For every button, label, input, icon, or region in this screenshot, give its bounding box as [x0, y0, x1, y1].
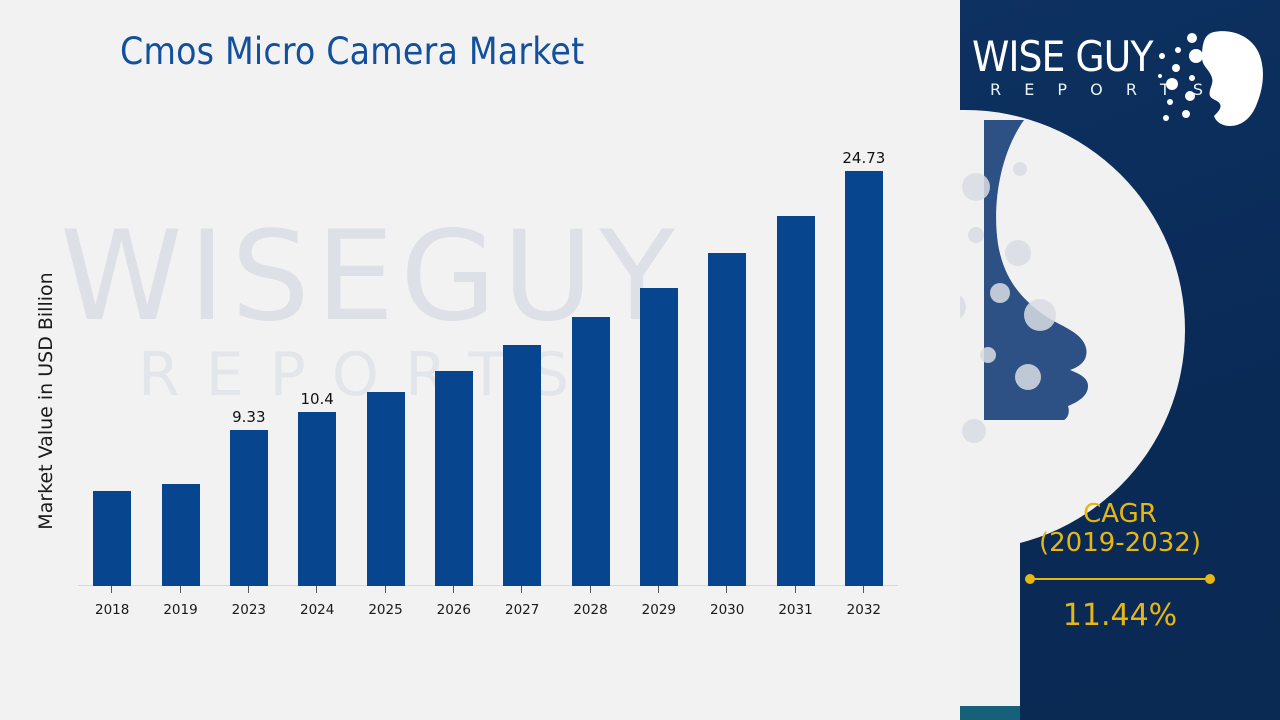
- x-axis-tick-label: 2024: [299, 602, 335, 618]
- bar-group: 2031: [776, 150, 815, 618]
- x-axis-tick-label: 2018: [94, 602, 130, 618]
- bar-group: 2019: [161, 150, 200, 618]
- x-axis-tick: [247, 586, 249, 593]
- bar[interactable]: [298, 411, 337, 586]
- page-title: Cmos Micro Camera Market: [120, 30, 585, 73]
- logo-head-icon: [1158, 31, 1263, 126]
- cagr-value: 11.44%: [1062, 598, 1178, 634]
- x-axis-tick-label: 2027: [504, 602, 540, 618]
- x-axis-tick-label: 2026: [436, 602, 472, 618]
- bar[interactable]: [844, 171, 883, 586]
- cagr-divider-line: [1030, 578, 1210, 581]
- bar-group: 2028: [571, 150, 610, 618]
- cagr-divider: [1025, 574, 1215, 585]
- bar-group: 2025: [366, 150, 405, 618]
- x-axis-tick-label: 2032: [846, 602, 882, 618]
- x-axis-tick: [726, 586, 728, 593]
- bar[interactable]: [93, 491, 132, 586]
- logo-subtitle: R E P O R T S: [990, 80, 1213, 99]
- x-axis-tick: [794, 586, 796, 593]
- bar[interactable]: [708, 253, 747, 586]
- bar-group: 2029: [639, 150, 678, 618]
- bar-group: 2026: [434, 150, 473, 618]
- bar-chart-plot: 2018 2019 9.33 2023 10.4 2024 2025 2026 2027 2028…: [78, 149, 898, 618]
- cagr-block: CAGR (2019-2032) 11.44%: [960, 499, 1280, 634]
- x-axis-tick: [589, 586, 591, 593]
- dot-pattern-decoration: [960, 162, 1056, 443]
- bar[interactable]: [571, 316, 610, 586]
- x-axis-tick: [452, 586, 454, 593]
- bar-group: 2030: [708, 150, 747, 618]
- bar[interactable]: [434, 371, 473, 586]
- y-axis-label: Market Value in USD Billion: [35, 272, 57, 530]
- bar-value-label: 9.33: [232, 407, 266, 426]
- bar[interactable]: [229, 429, 268, 586]
- x-axis-tick-label: 2023: [231, 602, 267, 618]
- decorative-white-tail: [960, 520, 1020, 720]
- bar[interactable]: [776, 215, 815, 586]
- x-axis-tick-label: 2030: [709, 602, 745, 618]
- x-axis-tick: [179, 586, 181, 593]
- bar-group: 2018: [93, 150, 132, 618]
- bar-group: 9.33 2023: [229, 150, 268, 618]
- bar[interactable]: [161, 483, 200, 586]
- brand-panel: WISE GUY R E P O R T S CAGR (2019-2032): [960, 0, 1280, 720]
- bar-value-label: 24.73: [842, 149, 886, 168]
- cagr-period: (2019-2032): [1038, 528, 1201, 559]
- x-axis-tick-label: 2019: [163, 602, 198, 618]
- x-axis-baseline: [78, 585, 898, 586]
- wiseguy-reports-logo: WISE GUY R E P O R T S: [970, 28, 1270, 126]
- x-axis-tick: [384, 586, 386, 593]
- cagr-title: CAGR: [1083, 499, 1157, 529]
- x-axis-tick-label: 2025: [368, 602, 403, 618]
- logo-wordmark: WISE GUY: [972, 32, 1153, 81]
- teal-accent-strip: [960, 706, 1020, 720]
- x-axis-tick: [657, 586, 659, 593]
- bar[interactable]: [366, 392, 405, 586]
- bar[interactable]: [503, 344, 542, 586]
- x-axis-tick: [316, 586, 318, 593]
- x-axis-tick-label: 2029: [641, 602, 677, 618]
- x-axis-tick-label: 2028: [573, 602, 608, 618]
- x-axis-tick-label: 2031: [778, 602, 813, 618]
- cagr-divider-dot-right: [1205, 574, 1215, 585]
- bar-group: 2027: [503, 150, 542, 618]
- bar-group: 10.4 2024: [298, 150, 337, 618]
- x-axis-tick: [862, 586, 864, 593]
- head-silhouette-icon: [984, 120, 1088, 420]
- x-axis-tick: [521, 586, 523, 593]
- chart-panel: Cmos Micro Camera Market WISEGUY REPORTS…: [35, 30, 898, 618]
- bar-group: 24.73 2032: [842, 149, 886, 618]
- bar-value-label: 10.4: [300, 389, 334, 408]
- x-axis-tick: [111, 586, 113, 593]
- bar[interactable]: [639, 288, 678, 586]
